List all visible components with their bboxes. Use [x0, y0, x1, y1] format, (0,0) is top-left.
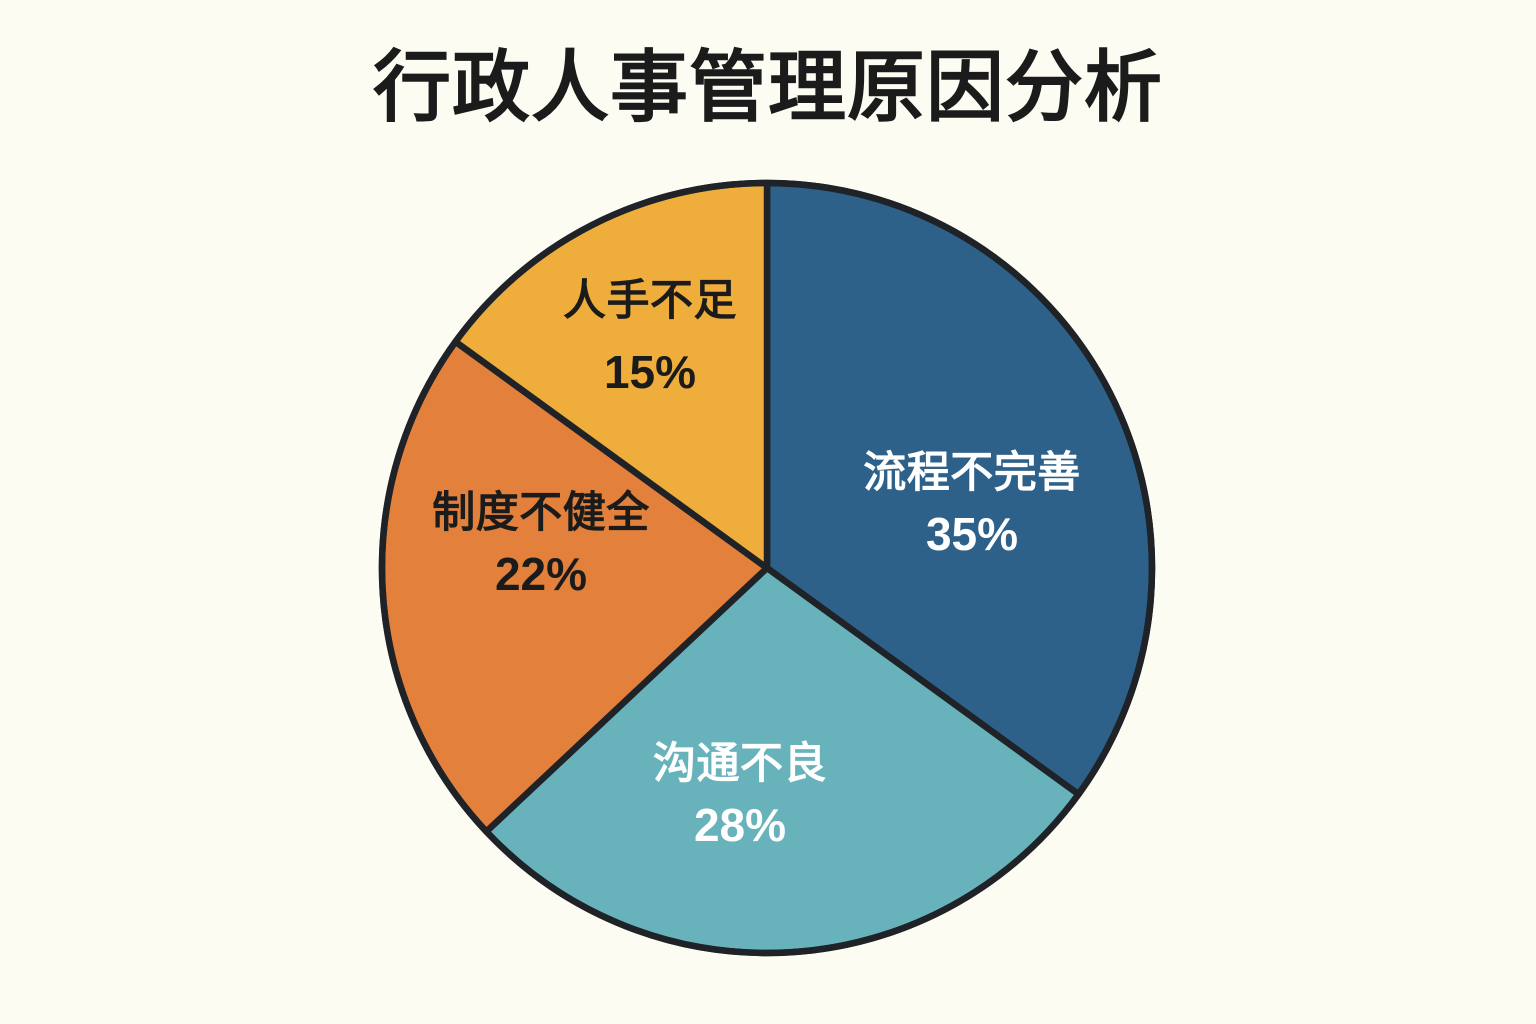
slice-label-value-0: 35%: [926, 508, 1018, 560]
pie-outline: [378, 179, 1156, 957]
pie-slice-labels: 流程不完善 35% 沟通不良 28% 制度不健全 22% 人手不足 15%: [432, 277, 1081, 851]
page-title: 行政人事管理原因分析: [372, 43, 1163, 131]
slice-label-name-0: 流程不完善: [863, 449, 1081, 497]
slice-label-value-1: 28%: [694, 799, 786, 851]
slice-label-name-1: 沟通不良: [653, 740, 827, 788]
slice-label-name-2: 制度不健全: [432, 488, 650, 537]
slice-label-value-2: 22%: [495, 548, 587, 600]
slice-label-name-3: 人手不足: [563, 277, 737, 325]
slice-label-value-3: 15%: [604, 346, 696, 398]
